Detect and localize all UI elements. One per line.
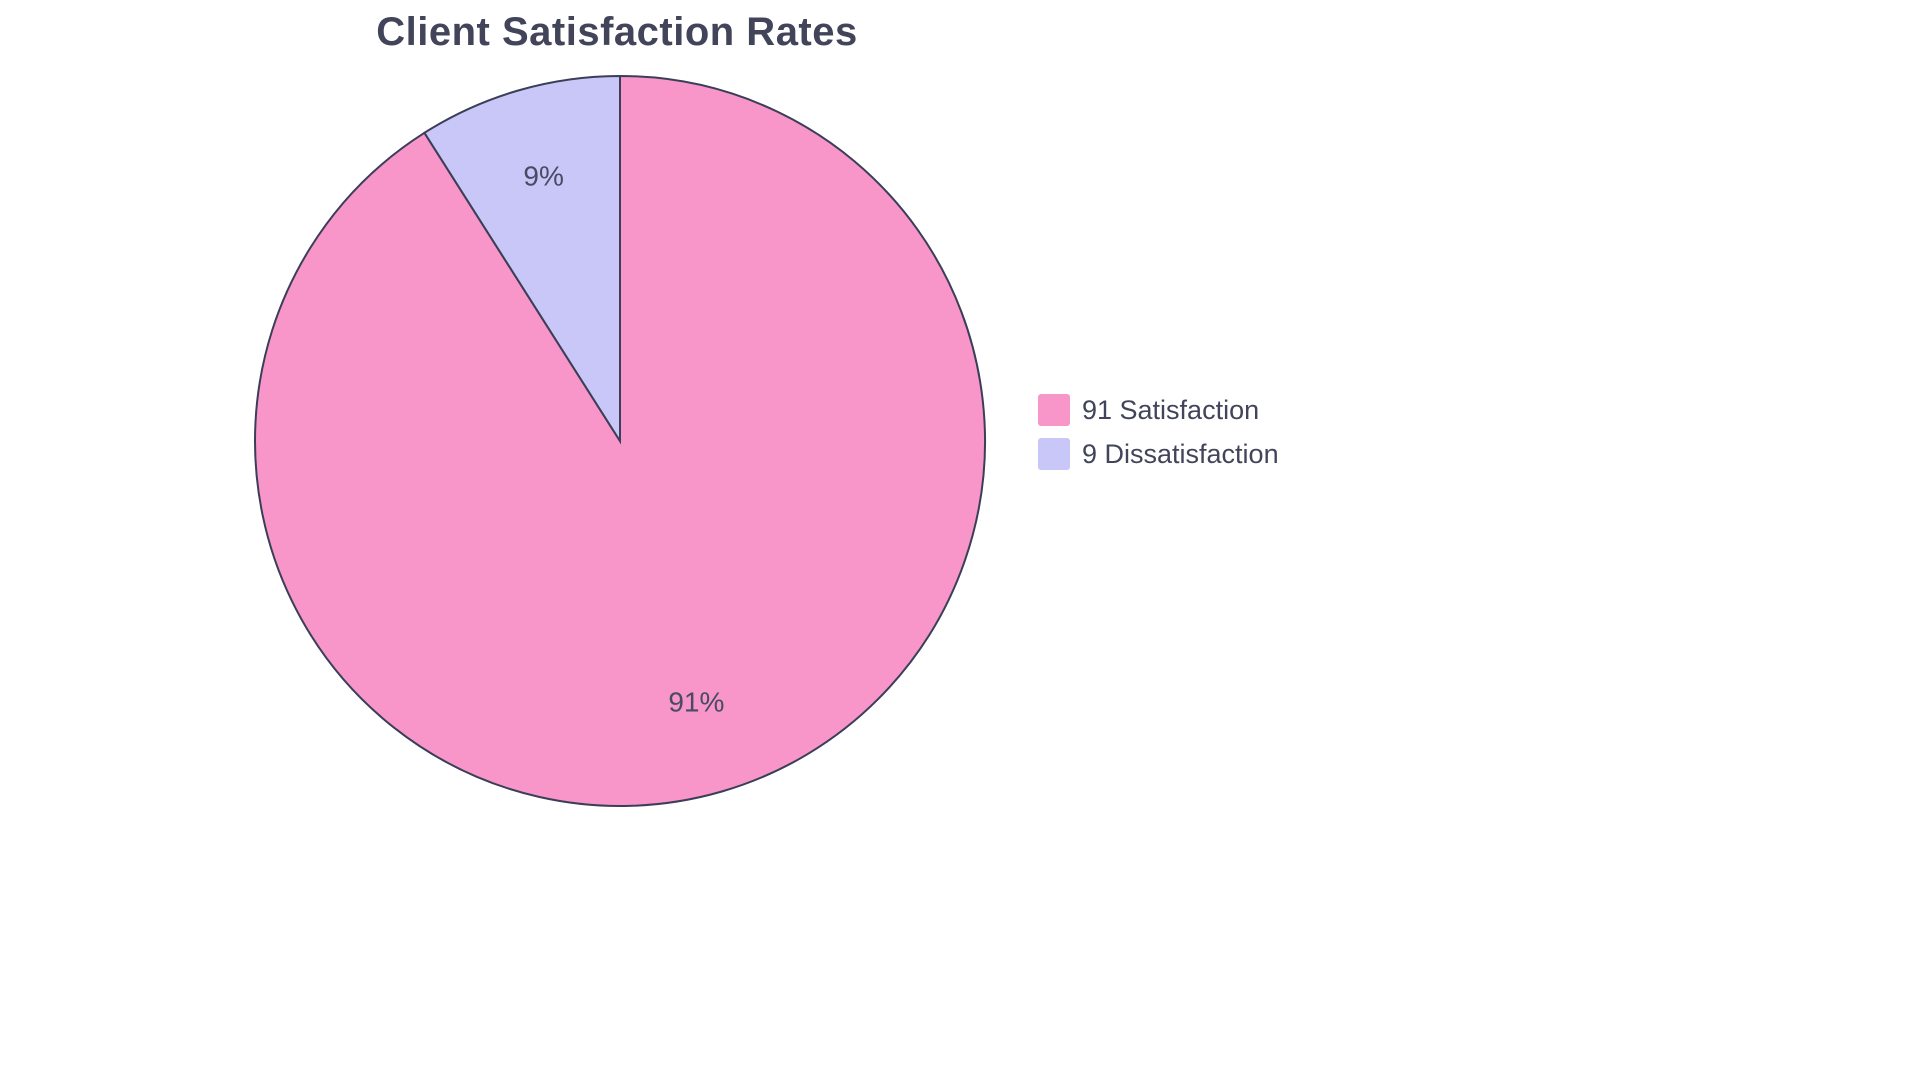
legend-swatch <box>1038 438 1070 470</box>
chart-title: Client Satisfaction Rates <box>376 10 858 54</box>
pie-slice[interactable] <box>423 74 621 445</box>
legend: 91 Satisfaction 9 Dissatisfaction <box>1038 394 1279 470</box>
slice-percent-label: 91% <box>668 686 724 717</box>
slice-percent-label: 9% <box>523 161 563 192</box>
legend-swatch <box>1038 394 1070 426</box>
legend-item[interactable]: 91 Satisfaction <box>1038 394 1279 426</box>
legend-item[interactable]: 9 Dissatisfaction <box>1038 438 1279 470</box>
pie-slice[interactable] <box>254 74 986 807</box>
legend-label: 9 Dissatisfaction <box>1082 438 1279 469</box>
legend-label: 91 Satisfaction <box>1082 394 1260 425</box>
